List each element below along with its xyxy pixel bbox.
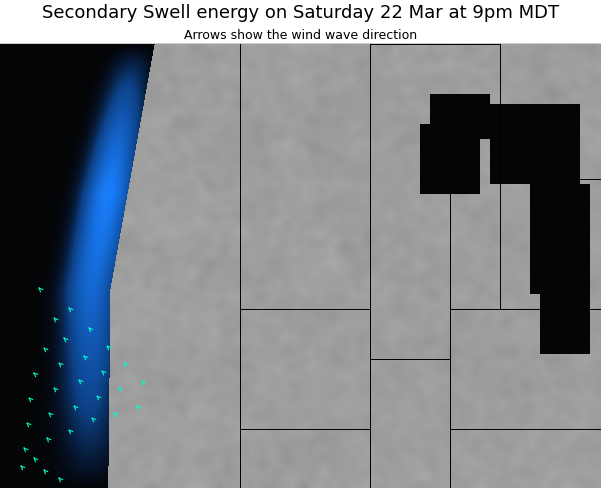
Text: Secondary Swell energy on Saturday 22 Mar at 9pm MDT: Secondary Swell energy on Saturday 22 Ma… [42,4,559,22]
Text: Arrows show the wind wave direction: Arrows show the wind wave direction [184,28,417,41]
